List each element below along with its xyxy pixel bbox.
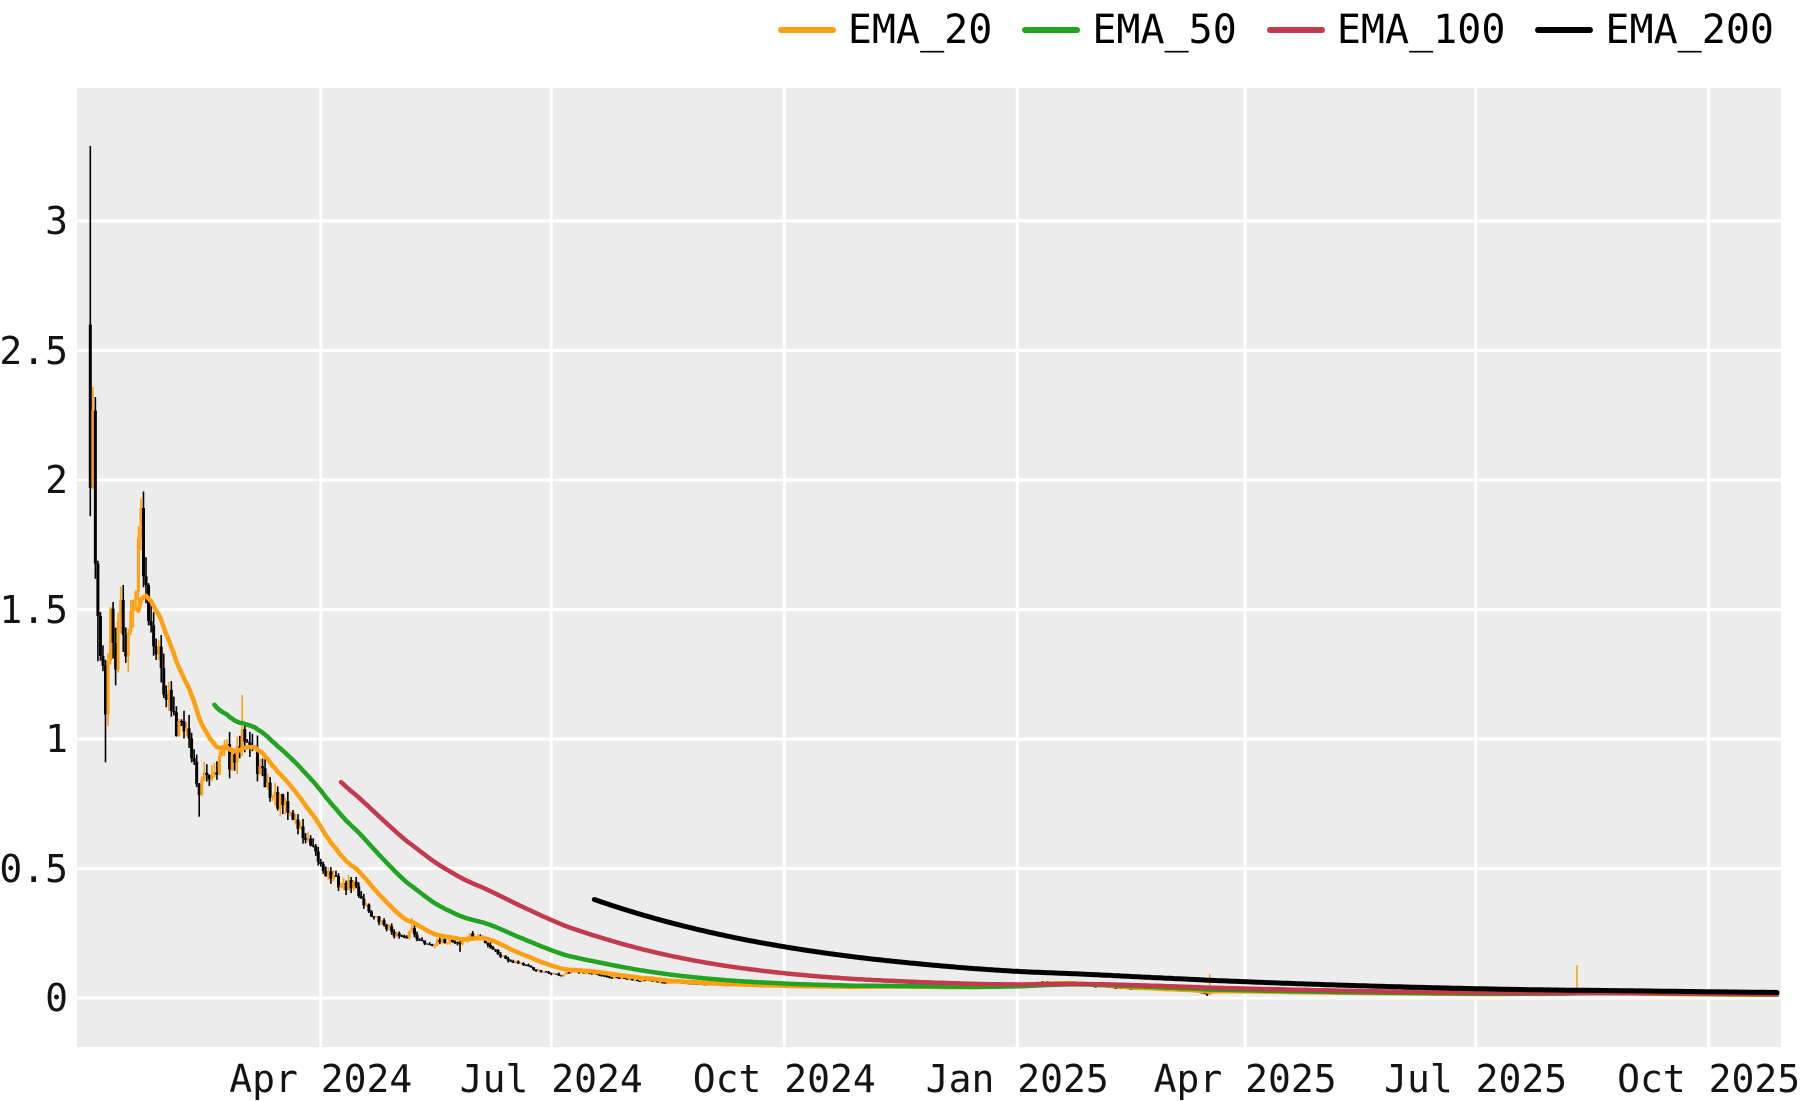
y-tick-label: 1.5	[0, 587, 68, 632]
legend-label: EMA_20	[847, 7, 993, 53]
y-tick-label: 2	[45, 458, 68, 502]
y-tick-label: 1	[45, 717, 68, 761]
y-tick-label: 0.5	[0, 846, 68, 891]
legend-label: EMA_50	[1092, 7, 1237, 53]
y-tick-label: 3	[45, 199, 68, 243]
legend-swatch-icon	[1535, 27, 1594, 33]
x-tick-label: Jan 2025	[925, 1057, 1109, 1101]
y-tick-label: 0	[45, 976, 68, 1020]
y-tick-label: 2.5	[0, 328, 68, 373]
x-tick-label: Jul 2024	[459, 1057, 643, 1101]
legend-item-ema_200: EMA_200	[1535, 10, 1774, 50]
ema-line-200	[591, 897, 1780, 995]
chart-legend: EMA_20 EMA_50 EMA_100 EMA_200	[777, 7, 1774, 53]
legend-swatch-icon	[1266, 27, 1325, 33]
legend-label: EMA_200	[1605, 7, 1774, 53]
plot-area	[77, 88, 1781, 1047]
x-tick-label: Apr 2024	[229, 1057, 413, 1101]
ema-line-100	[338, 779, 1780, 997]
legend-swatch-icon	[777, 27, 836, 33]
x-tick-label: Apr 2025	[1153, 1057, 1337, 1101]
legend-item-ema_100: EMA_100	[1266, 7, 1506, 53]
x-tick-label: Oct 2024	[692, 1057, 876, 1101]
legend-item-ema_20: EMA_20	[777, 7, 993, 53]
legend-item-ema_50: EMA_50	[1022, 10, 1237, 50]
x-tick-label: Jul 2025	[1384, 1057, 1568, 1101]
legend-swatch-icon	[1022, 27, 1081, 33]
x-tick-label: Oct 2025	[1617, 1057, 1800, 1101]
legend-label: EMA_100	[1336, 7, 1506, 53]
